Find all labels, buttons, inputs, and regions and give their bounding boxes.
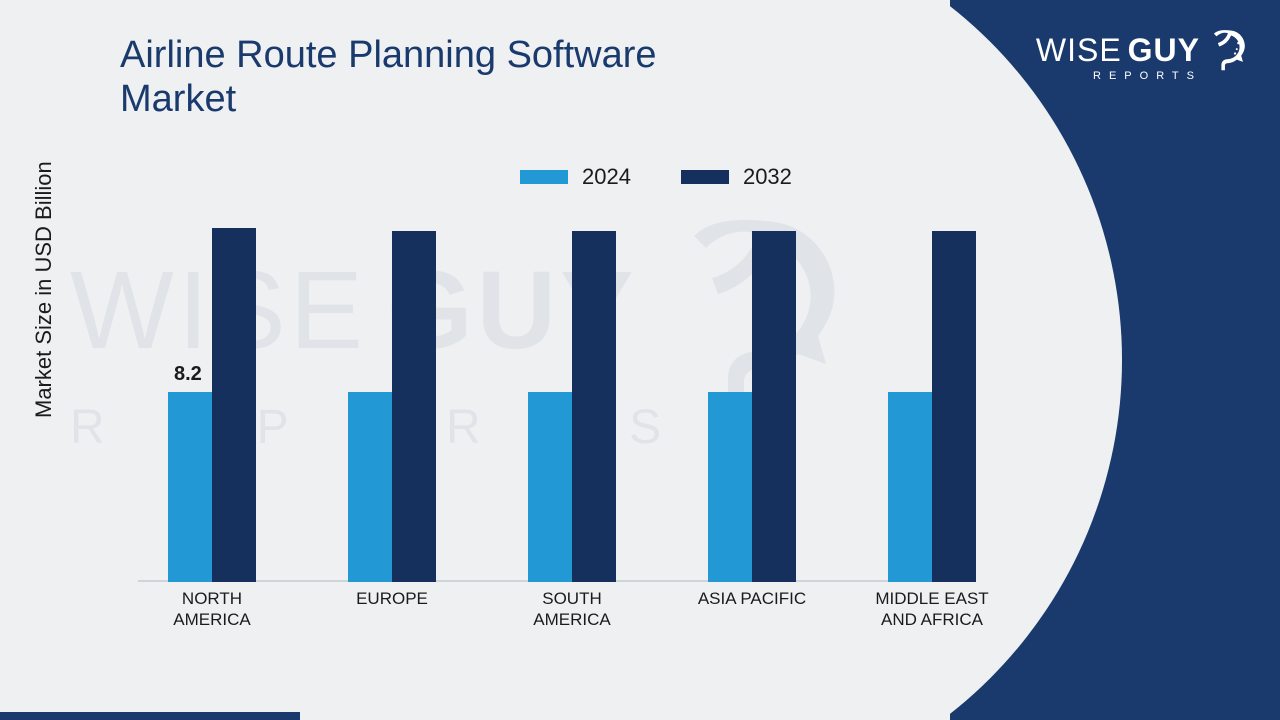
plot-area: 8.2 [138, 212, 958, 582]
legend-swatch-2032 [681, 170, 729, 184]
bar-group [708, 231, 808, 583]
chart: Market Size in USD Billion 2024 2032 8.2… [50, 158, 970, 698]
bar-group [168, 228, 268, 582]
bar-2032 [752, 231, 796, 583]
legend: 2024 2032 [520, 164, 792, 190]
category-label: ASIA PACIFIC [697, 588, 807, 609]
brand-head-icon [1206, 28, 1250, 72]
bar-2032 [932, 231, 976, 583]
bar-2032 [212, 228, 256, 582]
bar-2024 [528, 392, 572, 582]
brand-logo: WISE GUY REPORTS [1036, 28, 1250, 82]
page: WISE GUY REPORTS WISE GUY REPORTS Airlin… [0, 0, 1280, 720]
y-axis-label: Market Size in USD Billion [31, 161, 57, 418]
bottom-accent-bar [0, 712, 300, 720]
bar-group [348, 231, 448, 583]
bar-group [528, 231, 628, 583]
bar-2024 [348, 392, 392, 582]
category-label: MIDDLE EAST AND AFRICA [872, 588, 992, 631]
bar-group [888, 231, 988, 583]
chart-title: Airline Route Planning Software Market [120, 34, 760, 121]
legend-label-2032: 2032 [743, 164, 792, 190]
brand-sub: REPORTS [1036, 70, 1202, 82]
category-label: SOUTH AMERICA [517, 588, 627, 631]
bar-2024 [888, 392, 932, 582]
category-label: EUROPE [337, 588, 447, 609]
brand-thin: WISE [1036, 32, 1122, 69]
legend-item-2024: 2024 [520, 164, 631, 190]
brand-bold: GUY [1128, 32, 1200, 69]
bar-2032 [392, 231, 436, 583]
legend-swatch-2024 [520, 170, 568, 184]
bar-2032 [572, 231, 616, 583]
bar-2024 [708, 392, 752, 582]
bar-2024 [168, 392, 212, 582]
legend-item-2032: 2032 [681, 164, 792, 190]
bar-value-label: 8.2 [174, 363, 202, 386]
legend-label-2024: 2024 [582, 164, 631, 190]
category-label: NORTH AMERICA [157, 588, 267, 631]
